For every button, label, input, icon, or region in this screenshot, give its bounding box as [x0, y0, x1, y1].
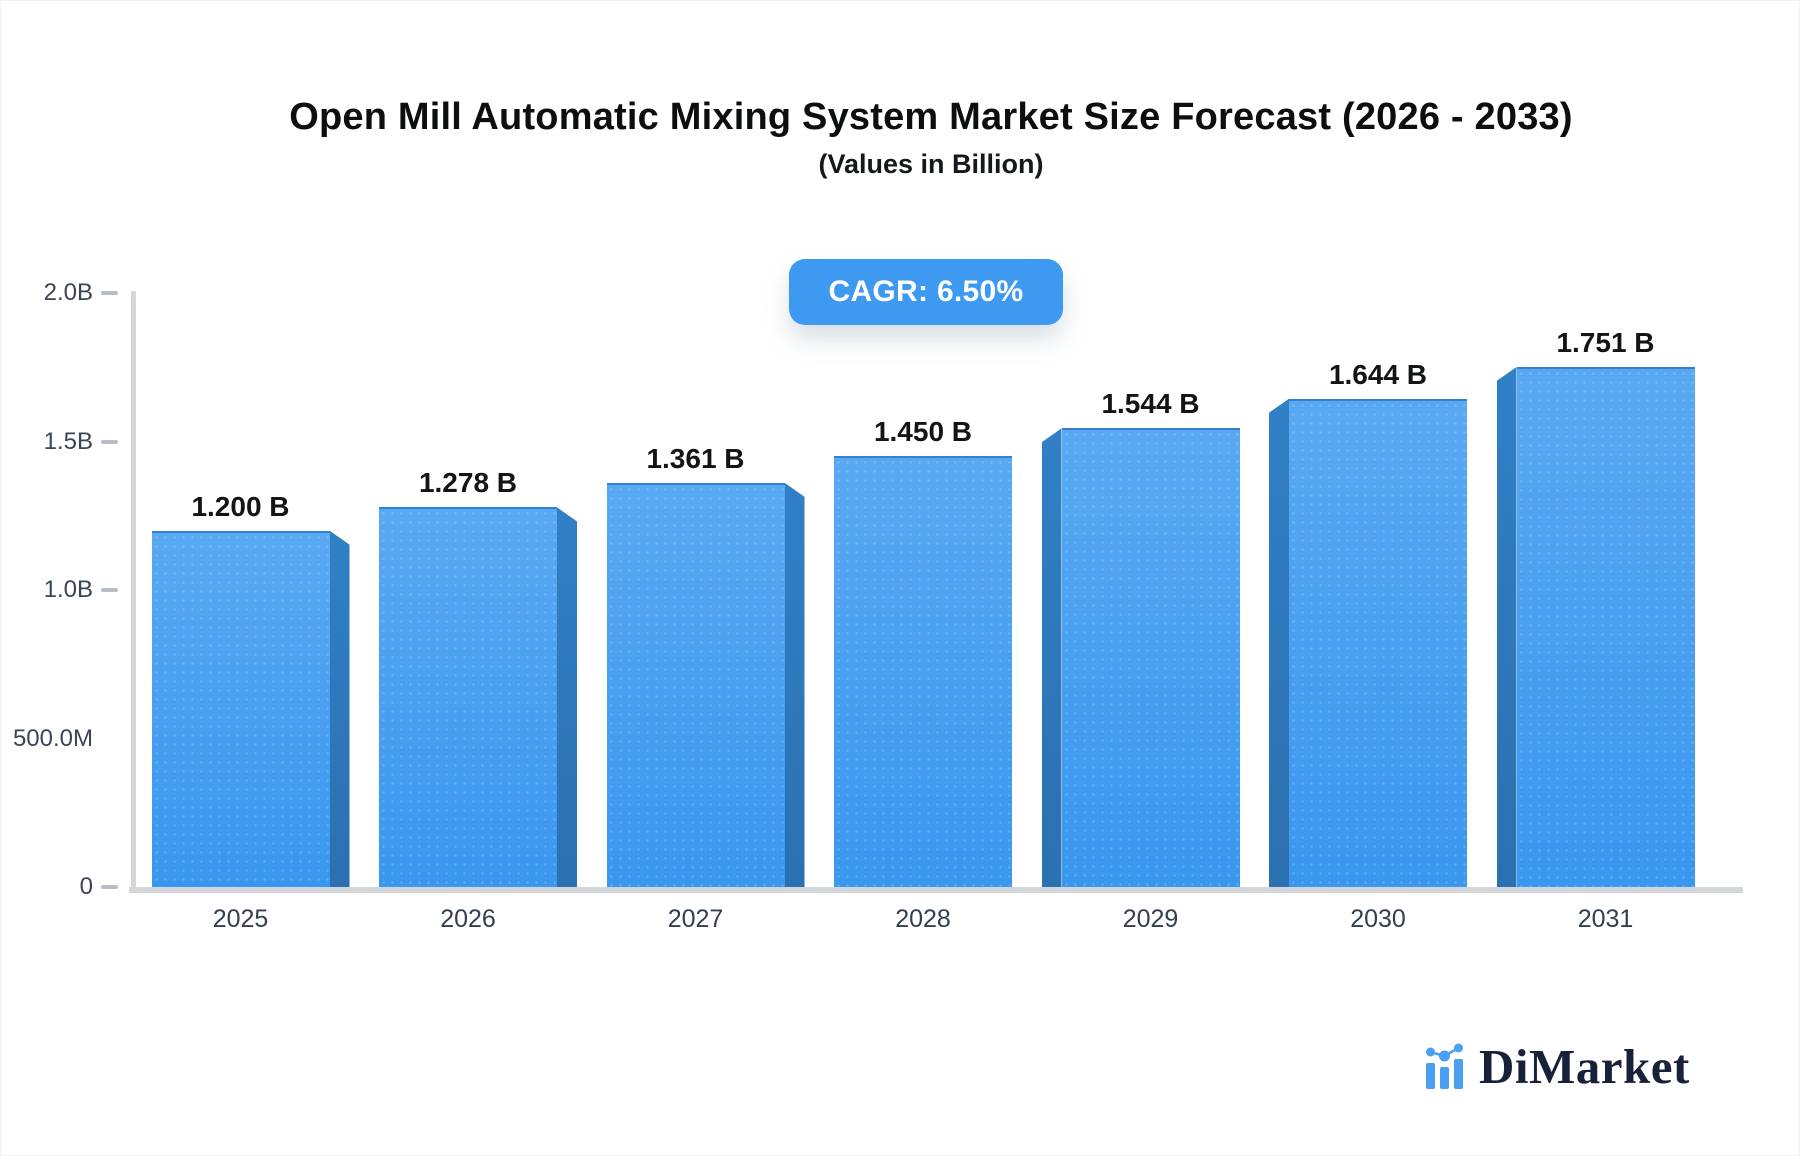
cagr-badge-label: CAGR: 6.50%	[828, 275, 1024, 308]
y-axis-tick-label: 500.0M	[12, 724, 93, 752]
bar	[379, 507, 557, 887]
bar-3d-side	[557, 507, 577, 887]
y-axis-tick-mark	[101, 439, 118, 444]
bar-value-label: 1.751 B	[1556, 326, 1655, 358]
y-axis-tick-label: 1.0B	[43, 576, 93, 603]
bar-value-label: 1.450 B	[873, 416, 973, 448]
bar-3d-side	[1041, 428, 1062, 887]
y-axis-line	[131, 291, 136, 893]
bar-value-label: 1.544 B	[1101, 388, 1200, 420]
bar-value-label: 1.278 B	[418, 467, 518, 499]
bar	[1516, 366, 1695, 887]
bar-3d-side	[784, 482, 805, 887]
bar-value-label: 1.361 B	[646, 442, 745, 474]
x-axis-category-label: 2031	[1577, 905, 1634, 933]
bar	[1061, 428, 1240, 887]
y-axis-tick-mark	[101, 291, 118, 295]
chart-subtitle: (Values in Billion)	[818, 149, 1044, 179]
bar-value-label: 1.644 B	[1328, 358, 1428, 390]
y-axis-tick-label: 0	[79, 873, 93, 900]
cagr-badge: CAGR: 6.50%	[789, 259, 1063, 325]
y-axis-tick-label: 2.0B	[43, 279, 93, 306]
x-axis-baseline	[129, 887, 1743, 893]
bar-3d-side	[1496, 366, 1517, 887]
y-axis-tick-mark	[101, 885, 118, 889]
bar-3d-side	[329, 530, 350, 887]
x-axis-category-label: 2026	[440, 905, 496, 933]
brand-logo-text: DiMarket	[1479, 1039, 1690, 1094]
x-axis-category-label: 2025	[212, 905, 269, 933]
bar	[1289, 398, 1467, 887]
bar-3d-side	[1269, 398, 1289, 887]
bar-chart-logo-icon	[1426, 1043, 1463, 1089]
x-axis-category-label: 2030	[1350, 905, 1406, 933]
bar	[834, 456, 1012, 887]
y-axis-tick-label: 1.5B	[43, 427, 93, 455]
x-axis-category-label: 2029	[1122, 905, 1179, 933]
y-axis-tick-mark	[101, 588, 118, 592]
bar	[151, 530, 330, 887]
bar-value-label: 1.200 B	[191, 490, 290, 522]
x-axis-category-label: 2028	[895, 905, 951, 933]
page-title: Open Mill Automatic Mixing System Market…	[289, 96, 1573, 138]
bar	[606, 482, 785, 887]
x-axis-category-label: 2027	[667, 905, 724, 933]
brand-logo: DiMarket	[1423, 1039, 1690, 1094]
